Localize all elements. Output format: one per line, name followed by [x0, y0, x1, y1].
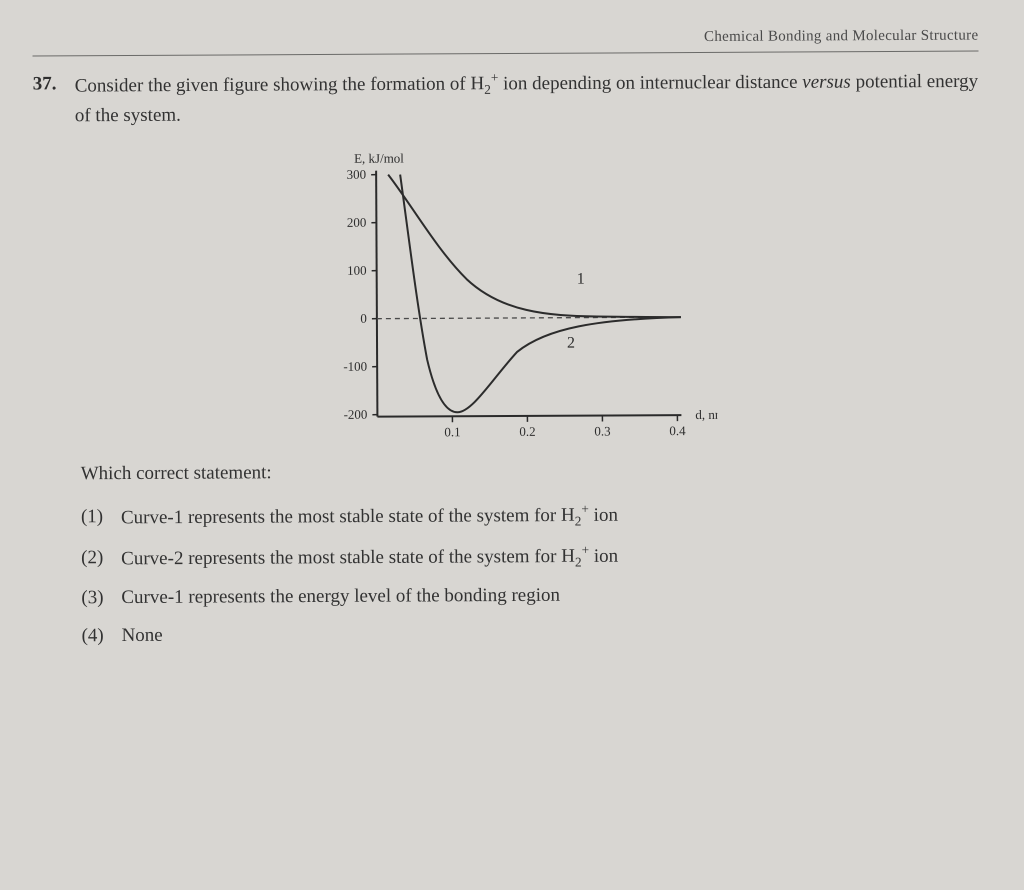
- xtick-04: 0.4: [669, 423, 686, 438]
- option-1-text: Curve-1 represents the most stable state…: [121, 499, 618, 534]
- option-1-label: (1): [81, 502, 113, 535]
- option-2-text-b: ion: [589, 545, 618, 566]
- curve-1-label: 1: [577, 271, 585, 288]
- curve-2-label: 2: [567, 335, 575, 352]
- option-2-text-a: Curve-2 represents the most stable state…: [121, 546, 561, 569]
- question-text-b: ion depending on internuclear distance: [498, 72, 802, 95]
- xtick-03: 0.3: [594, 424, 610, 439]
- question-block: 37. Consider the given figure showing th…: [33, 65, 979, 131]
- chapter-header: Chemical Bonding and Molecular Structure: [32, 26, 978, 57]
- option-3-label: (3): [81, 583, 113, 613]
- option-4-text: None: [121, 621, 162, 651]
- option-1-species: H2+: [561, 505, 589, 526]
- question-text-a: Consider the given figure showing the fo…: [75, 73, 471, 96]
- x-ticks: 0.1 0.2 0.3 0.4: [444, 415, 686, 439]
- curve-1: [388, 173, 681, 319]
- xtick-01: 0.1: [444, 425, 460, 440]
- option-1-text-b: ion: [589, 505, 618, 526]
- y-axis: [376, 171, 377, 417]
- question-species: H2+: [470, 73, 498, 94]
- option-2-text: Curve-2 represents the most stable state…: [121, 540, 618, 575]
- option-2: (2) Curve-2 represents the most stable s…: [81, 538, 981, 575]
- x-axis-label: d, nm: [695, 407, 717, 422]
- ytick-200: 200: [347, 215, 367, 230]
- option-4-label: (4): [81, 621, 113, 651]
- question-number: 37.: [33, 70, 65, 131]
- curve-2: [400, 173, 681, 412]
- y-ticks: 300 200 100 0 -100 -200: [342, 167, 377, 422]
- x-axis-bottom: [377, 415, 681, 417]
- prompt-text: Which correct statement:: [81, 456, 981, 488]
- xtick-02: 0.2: [519, 424, 535, 439]
- chart-svg: E, kJ/mol 300 200 100 0 -100: [296, 143, 718, 445]
- ytick-300: 300: [347, 167, 367, 182]
- ytick-100: 100: [347, 263, 367, 278]
- option-1-text-a: Curve-1 represents the most stable state…: [121, 505, 561, 528]
- option-2-label: (2): [81, 543, 113, 576]
- option-3: (3) Curve-1 represents the energy level …: [81, 579, 981, 613]
- option-2-species: H2+: [561, 545, 589, 566]
- ytick-n200: -200: [344, 407, 368, 422]
- y-axis-label: E, kJ/mol: [354, 151, 404, 166]
- options-list: (1) Curve-1 represents the most stable s…: [81, 497, 982, 650]
- question-text: Consider the given figure showing the fo…: [75, 65, 979, 130]
- ytick-0: 0: [360, 311, 367, 326]
- option-3-text: Curve-1 represents the energy level of t…: [121, 581, 560, 613]
- potential-energy-chart: E, kJ/mol 300 200 100 0 -100: [33, 142, 981, 447]
- ytick-n100: -100: [343, 359, 367, 374]
- question-versus: versus: [802, 71, 851, 92]
- option-1: (1) Curve-1 represents the most stable s…: [81, 497, 981, 534]
- option-4: (4) None: [81, 616, 981, 650]
